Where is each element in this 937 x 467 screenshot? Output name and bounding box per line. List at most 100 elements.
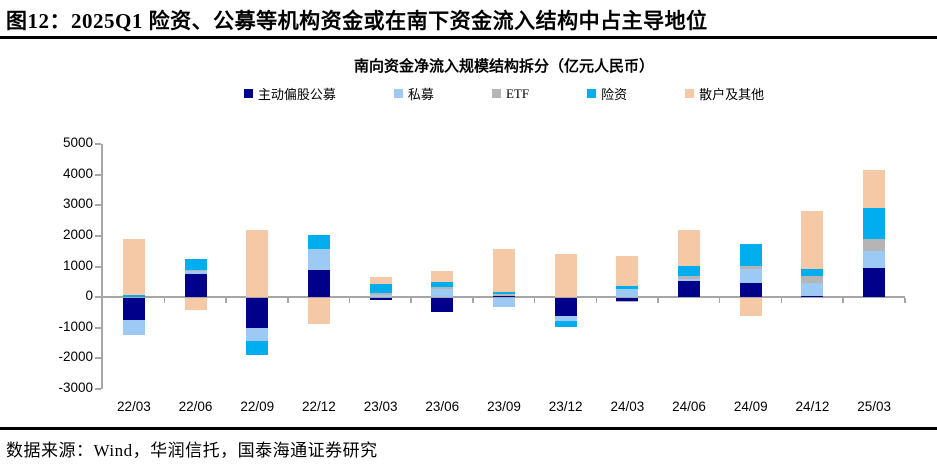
bar-segment: [616, 300, 639, 302]
bar-segment: [184, 258, 207, 270]
x-axis-label: 23/06: [425, 399, 460, 414]
x-axis-tick: [780, 298, 783, 304]
x-axis-label: 24/03: [610, 399, 645, 414]
y-axis-tick: [95, 234, 101, 237]
legend-swatch-icon: [587, 89, 597, 98]
legend-swatch-icon: [243, 89, 253, 98]
bar-segment: [431, 288, 454, 298]
x-axis-label: 22/03: [116, 399, 151, 414]
bar-segment: [307, 298, 330, 325]
bar-segment: [801, 269, 824, 276]
y-axis-label: 2000: [62, 226, 93, 242]
bar-segment: [616, 289, 639, 298]
x-axis-tick: [718, 298, 721, 304]
legend-label: ETF: [505, 85, 530, 101]
data-source: 数据来源：Wind，华润信托，国泰海通证券研究: [6, 441, 378, 460]
bar-segment: [493, 296, 515, 298]
x-axis-tick: [225, 298, 227, 304]
bar-segment: [493, 291, 515, 294]
bar-segment: [678, 265, 701, 276]
y-axis-line: [101, 144, 103, 389]
legend-item: 险资: [587, 84, 627, 103]
y-axis-label: -2000: [58, 349, 93, 365]
bar-segment: [493, 293, 515, 297]
bar-segment: [801, 283, 824, 296]
y-axis-label: 4000: [62, 165, 93, 181]
bar-segment: [246, 328, 269, 341]
y-axis-tick: [95, 388, 101, 390]
bar-segment: [184, 273, 207, 298]
x-axis-line: [101, 296, 905, 299]
bar-segment: [801, 275, 824, 284]
bar-segment: [122, 319, 145, 336]
bar-segment: [739, 283, 762, 298]
bar-segment: [122, 294, 145, 298]
x-axis-label: 25/03: [857, 399, 892, 414]
bar-segment: [122, 298, 145, 320]
x-axis-label: 24/12: [795, 399, 830, 414]
bar-segment: [863, 207, 886, 239]
bar-segment: [554, 315, 577, 322]
bar-segment: [739, 298, 762, 316]
footer-divider: [0, 427, 937, 430]
y-axis-tick: [95, 265, 101, 268]
x-axis-label: 22/06: [178, 399, 213, 414]
legend-swatch-icon: [393, 89, 403, 98]
y-axis-tick: [95, 204, 101, 207]
bar-segment: [739, 269, 762, 284]
bar-segment: [369, 276, 392, 285]
bar-segment: [863, 238, 886, 251]
bar-segment: [739, 265, 762, 270]
bar-segment: [184, 271, 207, 274]
bar-segment: [678, 278, 701, 281]
bar-segment: [431, 286, 454, 289]
bar-segment: [554, 321, 577, 328]
bar-segment: [246, 230, 269, 298]
y-axis-tick: [95, 143, 101, 145]
y-axis-label: 5000: [62, 135, 93, 150]
bar-segment: [307, 235, 330, 250]
bar-segment: [678, 280, 701, 298]
bar-segment: [863, 250, 886, 269]
bar-segment: [307, 249, 330, 270]
bar-segment: [431, 298, 454, 313]
bar-segment: [616, 298, 639, 301]
x-axis-label: 23/03: [363, 399, 398, 414]
x-axis-label: 22/09: [240, 399, 275, 414]
legend-label: 散户及其他: [699, 87, 765, 102]
bar-segment: [616, 255, 639, 286]
bar-segment: [122, 239, 145, 295]
chart-legend: 主动偏股公募 私募 ETF 险资 散户及其他: [103, 84, 905, 103]
chart-title: 南向资金净流入规模结构拆分（亿元人民币）: [353, 59, 654, 75]
x-axis-tick: [410, 298, 412, 304]
legend-item: 主动偏股公募: [243, 84, 336, 103]
y-axis-tick: [95, 357, 101, 360]
x-axis-tick: [472, 298, 474, 304]
bar-segment: [616, 285, 639, 290]
legend-item: 散户及其他: [685, 84, 764, 103]
x-axis-tick: [595, 298, 598, 304]
figure-title: 图12：2025Q1 险资、公募等机构资金或在南下资金流入结构中占主导地位: [6, 9, 708, 33]
y-axis-tick: [95, 296, 101, 299]
y-axis-label: -1000: [58, 318, 93, 334]
bar-segment: [307, 269, 330, 298]
x-axis-tick: [287, 298, 289, 304]
bar-segment: [678, 275, 701, 279]
bar-segment: [369, 295, 392, 298]
bar-segment: [863, 170, 886, 208]
x-axis-label: 24/06: [672, 399, 706, 414]
bar-segment: [678, 229, 701, 266]
y-axis-label: 3000: [62, 196, 93, 212]
x-axis-tick: [842, 298, 844, 304]
bar-segment: [801, 210, 824, 270]
bar-segment: [493, 298, 515, 308]
legend-swatch-icon: [491, 89, 501, 98]
y-axis-label: 0: [85, 288, 93, 304]
bar-segment: [554, 298, 577, 316]
y-axis-label: -3000: [58, 380, 93, 395]
bar-segment: [369, 293, 392, 296]
x-axis-label: 23/12: [548, 399, 583, 414]
bar-segment: [493, 249, 515, 292]
x-axis-tick: [348, 298, 351, 304]
bar-segment: [431, 271, 454, 283]
